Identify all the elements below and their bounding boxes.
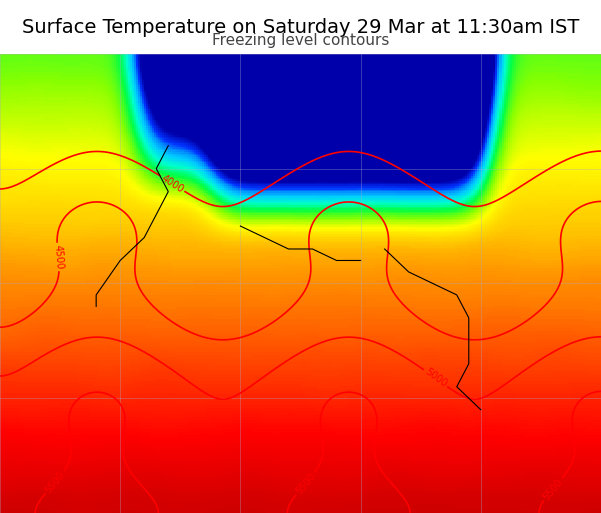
Text: 5500: 5500: [541, 477, 564, 502]
Text: 5500: 5500: [294, 471, 317, 497]
Text: 4000: 4000: [159, 173, 185, 194]
Text: 4500: 4500: [52, 244, 64, 270]
Text: Freezing level contours: Freezing level contours: [212, 33, 389, 48]
Text: 5000: 5000: [423, 367, 448, 389]
Text: 5500: 5500: [43, 469, 67, 495]
Text: Surface Temperature on Saturday 29 Mar at 11:30am IST: Surface Temperature on Saturday 29 Mar a…: [22, 18, 579, 37]
